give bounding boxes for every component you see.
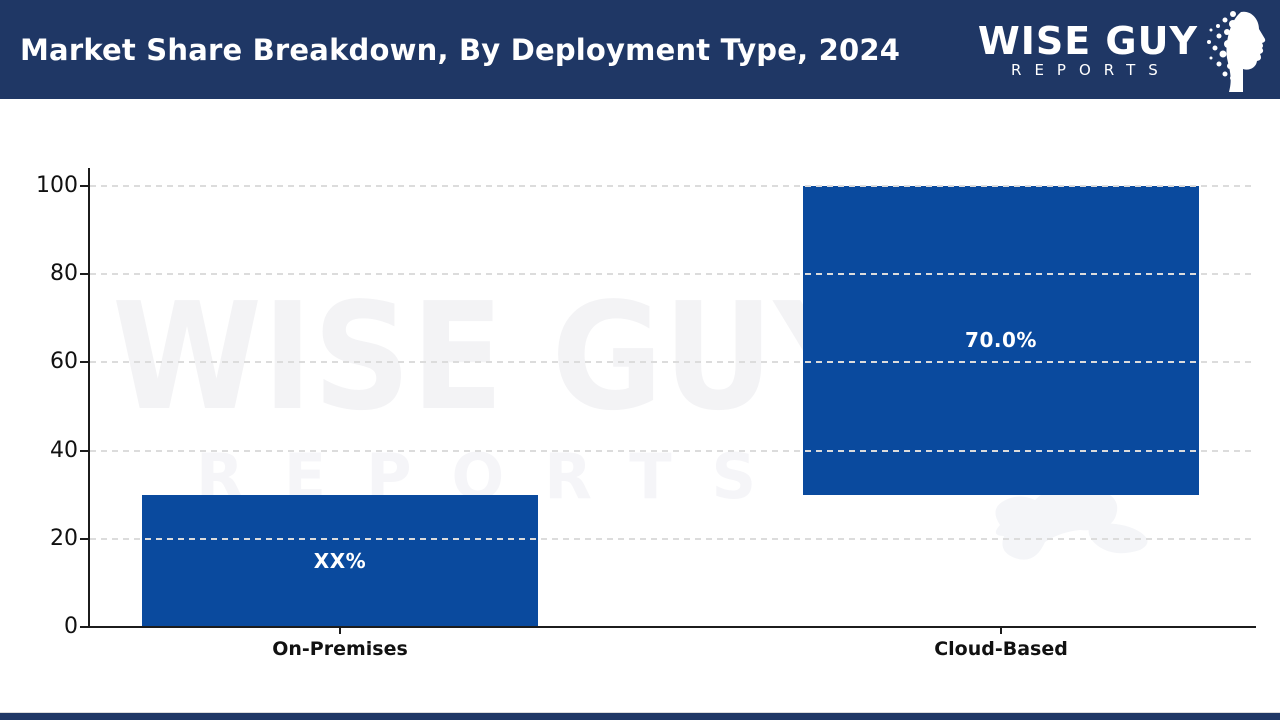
gridline-y100 [90,185,1256,187]
y-tick-mark [80,626,88,628]
watermark-wordmark: WISE GUY [112,271,873,443]
y-tick-label: 40 [50,437,78,463]
header: Market Share Breakdown, By Deployment Ty… [0,0,1280,99]
logo-text: WISE GUY REPORTS [978,22,1198,78]
x-tick-mark [1000,628,1002,634]
x-axis-line [88,626,1256,628]
x-tick-mark [339,628,341,634]
bar-on-premises: XX% [142,494,538,627]
bar-value-label: XX% [313,548,367,573]
wise-guy-logo: WISE GUY REPORTS [978,0,1268,99]
y-axis-line [88,168,90,628]
y-tick-mark [80,361,88,364]
x-category-label: On-Premises [272,638,408,660]
y-tick-mark [80,273,88,276]
bar-cloud-based: 70.0% [803,186,1199,495]
y-tick-label: 100 [36,173,78,198]
gridline-y60 [90,361,1256,364]
logo-wordmark: WISE GUY [977,18,1198,63]
footer-divider [0,712,1280,713]
gridline-y40 [90,449,1256,452]
footer-bar [0,713,1280,720]
gridline-y20 [90,537,1256,540]
y-tick-label: 20 [50,525,78,551]
y-tick-mark [80,537,88,540]
y-tick-label: 80 [50,261,78,287]
x-category-label: Cloud-Based [934,638,1068,660]
page-title: Market Share Breakdown, By Deployment Ty… [20,32,901,67]
y-tick-label: 60 [50,349,78,375]
y-tick-label: 0 [64,614,78,639]
gridline-y80 [90,273,1256,276]
logo-subtitle: REPORTS [1011,60,1171,79]
y-tick-mark [80,185,88,187]
bar-value-label: 70.0% [965,328,1037,353]
y-tick-mark [80,449,88,452]
wiseguy-head-icon [1207,10,1266,92]
